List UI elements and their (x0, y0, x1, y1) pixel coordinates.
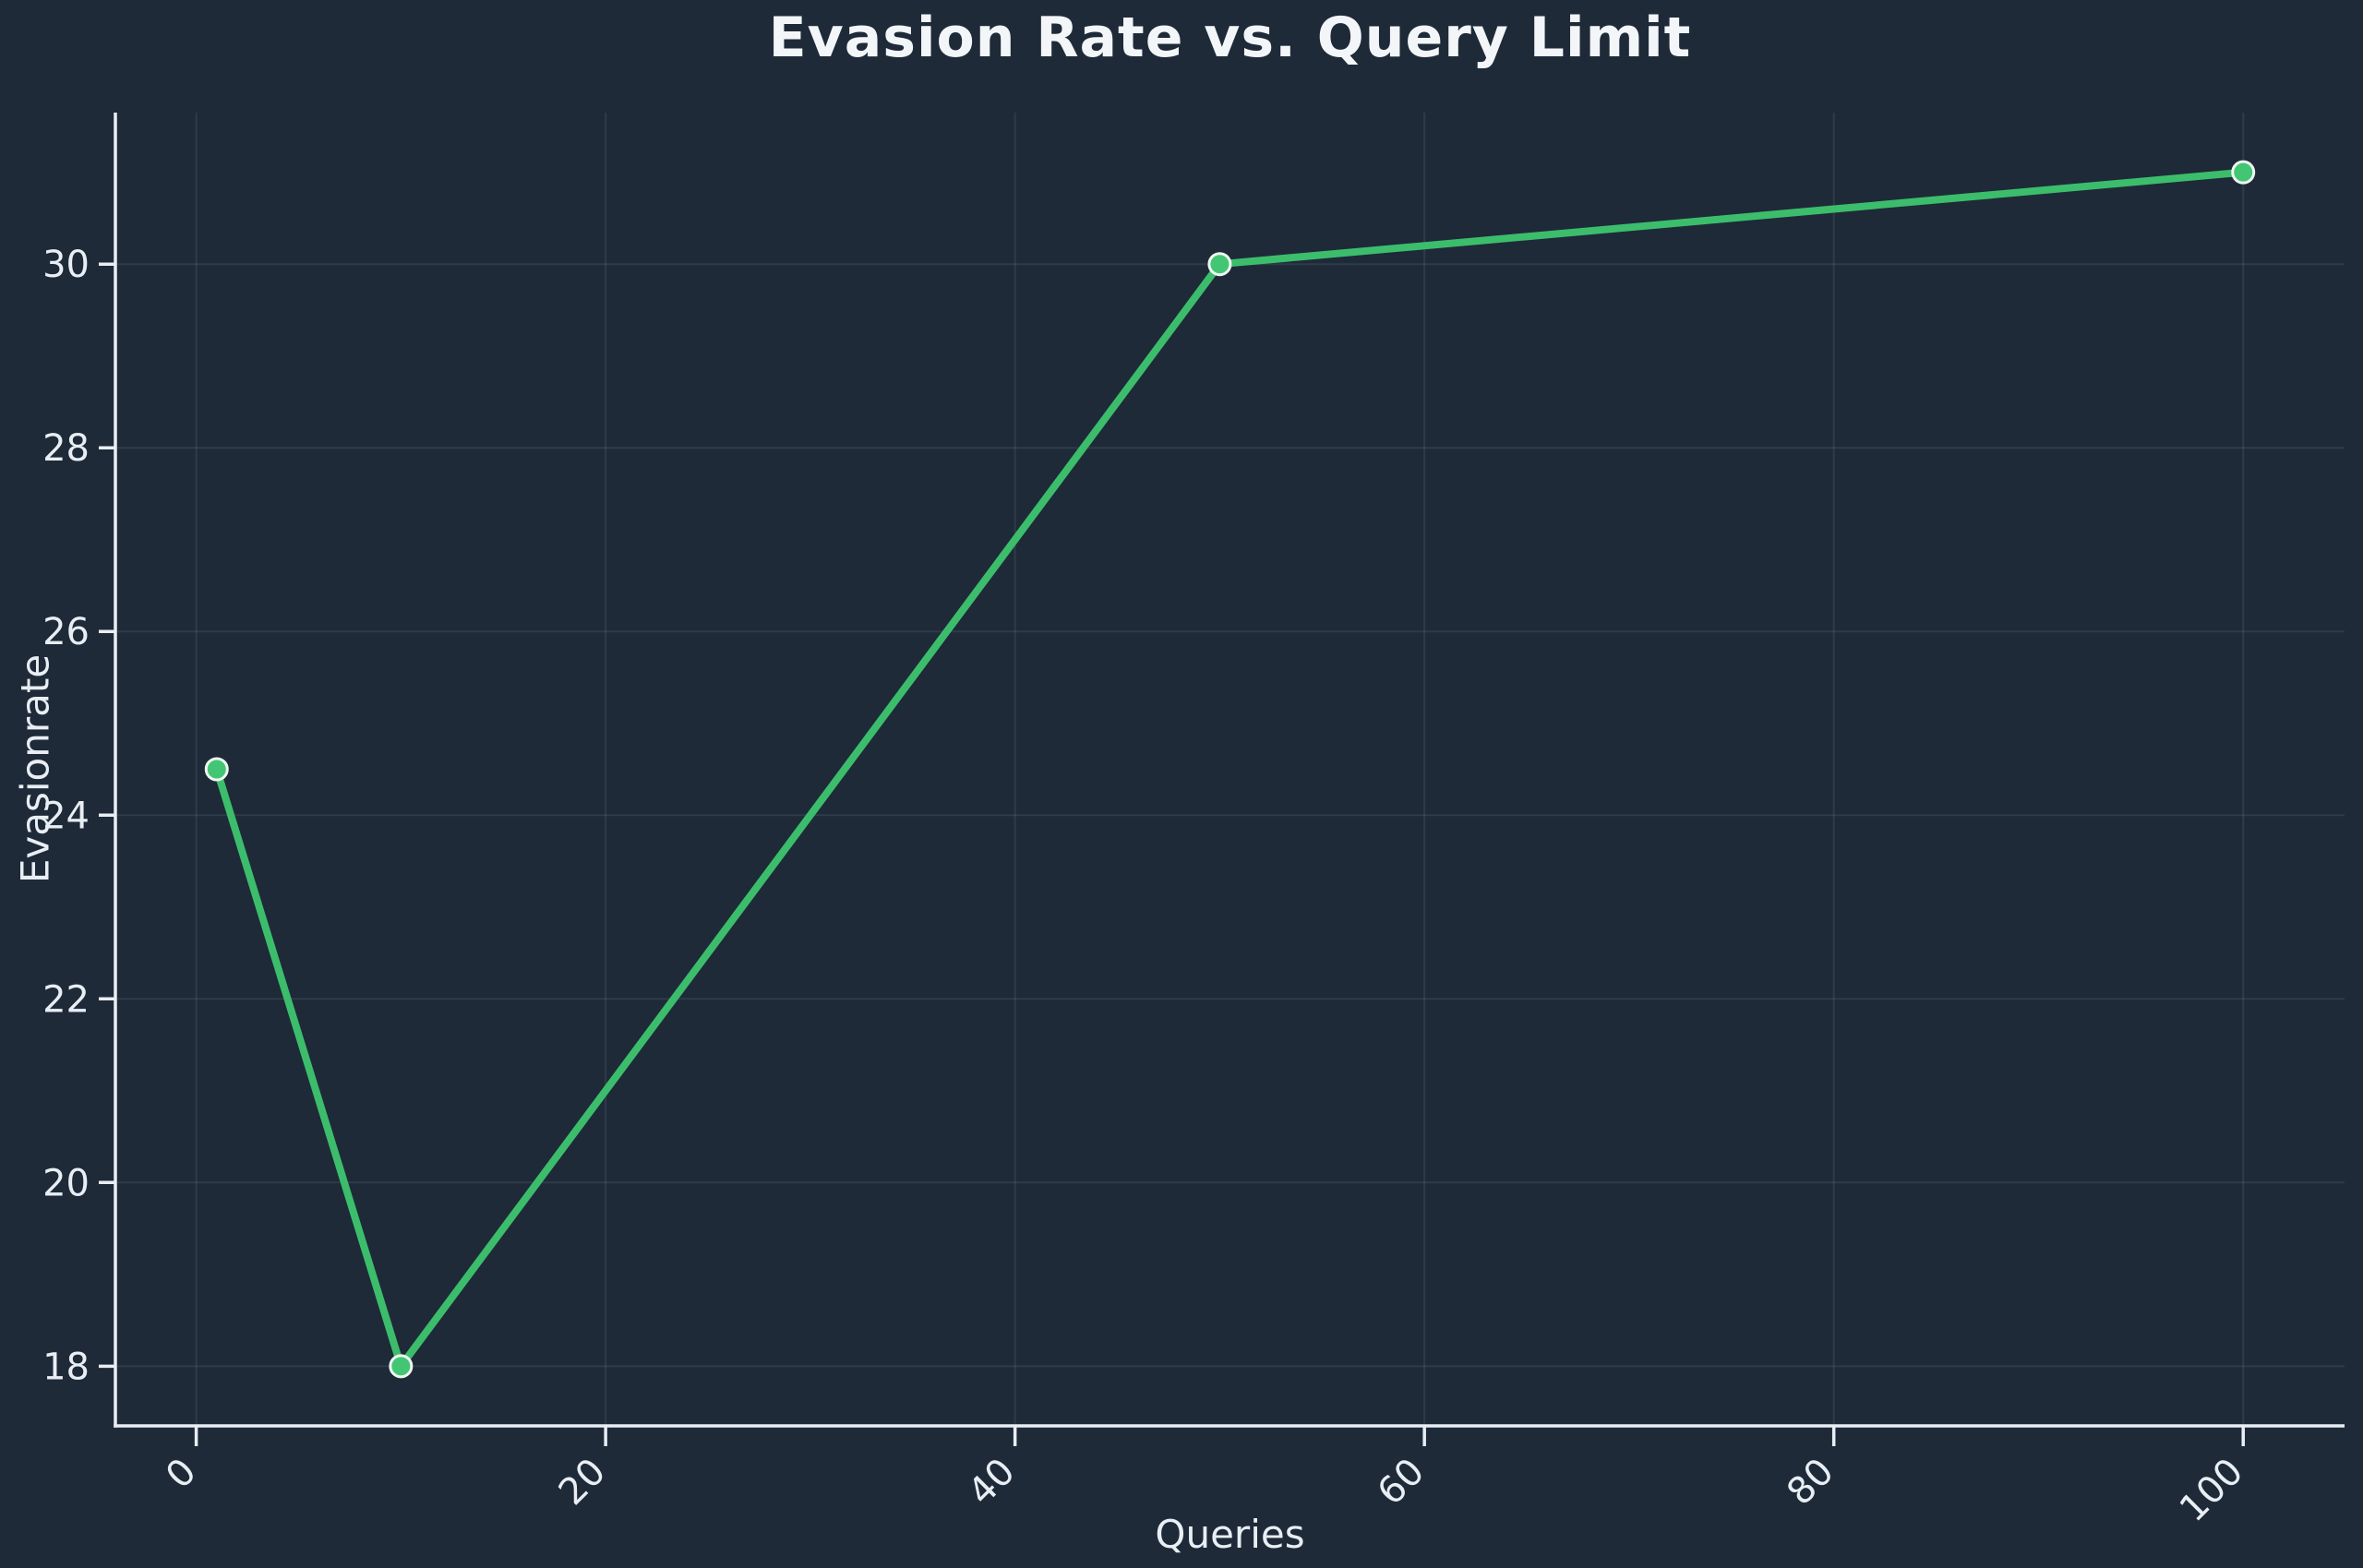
y-tick-label: 28 (42, 427, 90, 470)
y-tick-label: 18 (42, 1346, 90, 1388)
chart-title: Evasion Rate vs. Query Limit (768, 6, 1692, 70)
data-line (212, 168, 2248, 1371)
data-point-marker (2231, 160, 2256, 185)
y-tick-label: 30 (42, 244, 90, 286)
y-tick-label: 20 (42, 1162, 90, 1204)
data-point-marker (389, 1354, 414, 1379)
x-tick-label: 40 (960, 1451, 1024, 1514)
x-tick-label: 0 (158, 1451, 205, 1498)
y-tick-label: 22 (42, 978, 90, 1021)
y-tick-label: 26 (42, 611, 90, 653)
y-tick-label: 24 (42, 795, 90, 837)
data-point-marker (204, 757, 229, 782)
x-axis-label: Queries (1155, 1512, 1305, 1557)
x-tick-label: 60 (1370, 1451, 1433, 1514)
x-tick-label: 20 (551, 1451, 615, 1514)
data-point-marker (1207, 252, 1232, 277)
x-tick-label: 80 (1779, 1451, 1842, 1514)
